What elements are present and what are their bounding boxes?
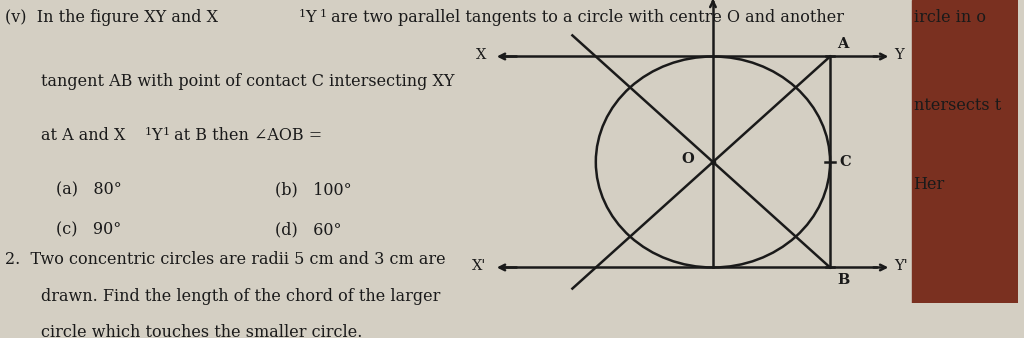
Text: C: C (840, 155, 851, 169)
Text: X: X (475, 48, 485, 62)
Text: at A and X: at A and X (41, 127, 125, 144)
Text: A: A (838, 38, 849, 51)
Text: Her: Her (913, 176, 945, 193)
Text: drawn. Find the length of the chord of the larger: drawn. Find the length of the chord of t… (41, 288, 440, 305)
Text: O: O (682, 152, 694, 166)
Text: (a)   80°: (a) 80° (56, 182, 122, 199)
Text: tangent AB with point of contact C intersecting XY: tangent AB with point of contact C inter… (41, 73, 455, 90)
Text: (d)   60°: (d) 60° (275, 221, 341, 238)
Text: B: B (838, 272, 850, 287)
Text: 1: 1 (163, 127, 170, 137)
Bar (911, 0, 1019, 303)
Text: Y: Y (894, 48, 904, 62)
Text: Y: Y (151, 127, 162, 144)
Text: 2.  Two concentric circles are radii 5 cm and 3 cm are: 2. Two concentric circles are radii 5 cm… (5, 251, 445, 268)
Text: 1: 1 (144, 127, 152, 137)
Text: are two parallel tangents to a circle with centre O and another: are two parallel tangents to a circle wi… (326, 9, 844, 26)
Text: 1: 1 (298, 9, 305, 19)
Text: (v)  In the figure XY and X: (v) In the figure XY and X (5, 9, 218, 26)
Text: 1: 1 (319, 9, 327, 19)
Text: Y: Y (305, 9, 316, 26)
Text: X': X' (471, 259, 485, 273)
Text: ntersects t: ntersects t (913, 97, 1000, 114)
Text: circle which touches the smaller circle.: circle which touches the smaller circle. (41, 324, 362, 338)
Text: at B then ∠AOB =: at B then ∠AOB = (169, 127, 323, 144)
Text: (b)   100°: (b) 100° (275, 182, 351, 199)
Text: (c)   90°: (c) 90° (56, 221, 121, 238)
Text: Y': Y' (894, 259, 908, 273)
Text: ircle in o: ircle in o (913, 9, 985, 26)
